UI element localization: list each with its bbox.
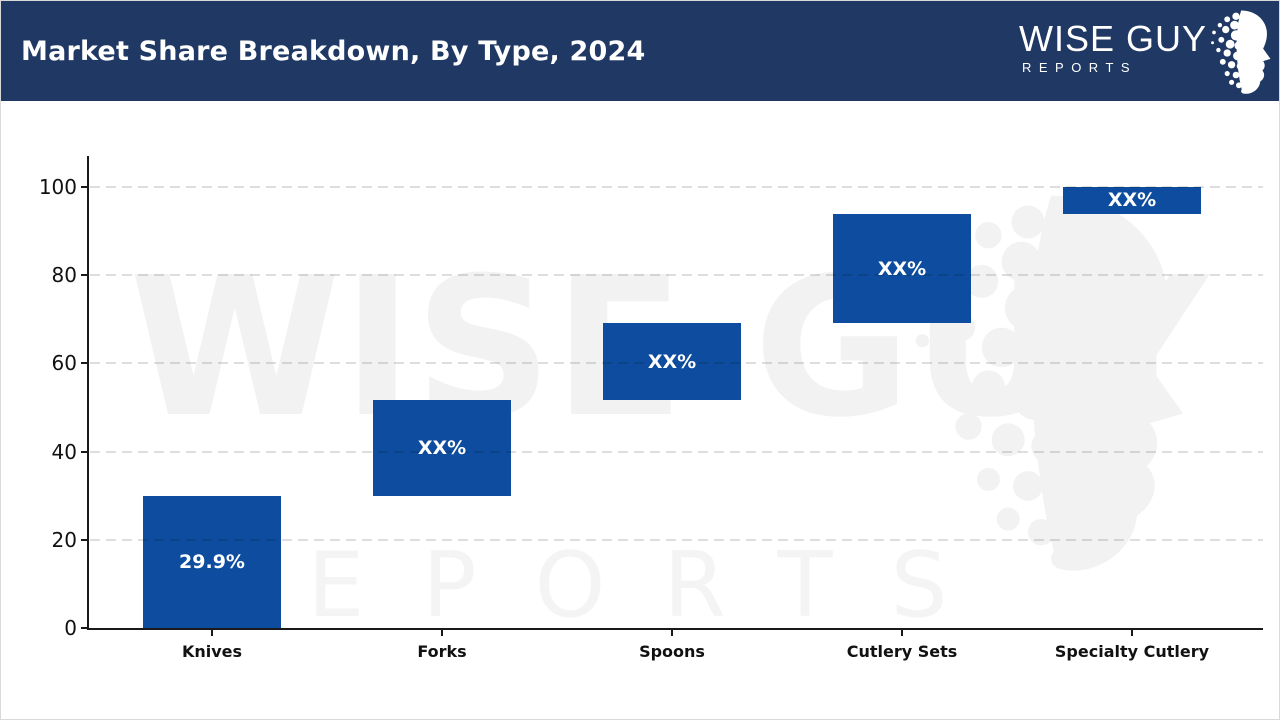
logo-subtitle: REPORTS	[1021, 60, 1138, 75]
watermark-subtext: REPORTS	[187, 533, 1006, 638]
y-axis-tick-label: 20	[51, 527, 77, 552]
y-gridline	[90, 538, 1263, 541]
x-axis-tick	[441, 630, 443, 636]
y-axis-tick	[81, 274, 89, 277]
y-axis-line	[87, 156, 89, 630]
bar-segment	[143, 496, 281, 628]
x-axis-category-label: Spoons	[639, 642, 705, 661]
bar-value-label: XX%	[1107, 189, 1157, 212]
bar-value-label: XX%	[877, 257, 927, 280]
bar-value-label: XX%	[647, 350, 697, 373]
x-axis-tick	[901, 630, 903, 636]
bar-segment	[603, 323, 741, 401]
y-axis-tick	[81, 538, 89, 541]
bar-value-label: 29.9%	[179, 551, 245, 574]
bar-segment	[373, 400, 511, 497]
x-axis-tick	[211, 630, 213, 636]
y-axis-tick-label: 0	[64, 616, 77, 640]
y-axis-tick-label: 100	[38, 175, 77, 199]
x-axis-category-label: Cutlery Sets	[846, 642, 958, 661]
y-axis-tick-label: 80	[51, 263, 77, 288]
y-axis-tick	[81, 450, 89, 453]
y-gridline	[90, 186, 1263, 188]
header-bar: Market Share Breakdown, By Type, 2024 WI…	[1, 1, 1279, 101]
x-axis-category-label: Specialty Cutlery	[1054, 642, 1210, 661]
bar-value-label: XX%	[417, 437, 467, 460]
y-axis-tick-label: 40	[51, 439, 77, 464]
y-axis-tick	[81, 362, 89, 365]
x-axis-tick	[1131, 630, 1133, 636]
x-axis-tick	[671, 630, 673, 636]
y-axis-tick	[81, 186, 89, 188]
page-title: Market Share Breakdown, By Type, 2024	[21, 35, 646, 67]
logo-head-icon	[1211, 10, 1271, 94]
wise-guy-logo: WISE GUY REPORTS	[1019, 7, 1273, 97]
bar-segment	[833, 213, 971, 324]
y-gridline	[90, 362, 1263, 365]
x-axis-category-label: Knives	[181, 642, 243, 661]
logo-name: WISE GUY	[1018, 18, 1207, 59]
bar-segment	[1063, 187, 1201, 214]
y-axis-tick-label: 60	[51, 351, 77, 376]
y-gridline	[90, 274, 1263, 277]
y-gridline	[90, 450, 1263, 453]
y-axis-tick	[81, 627, 89, 629]
x-axis-line	[87, 628, 1263, 630]
x-axis-category-label: Forks	[417, 642, 467, 661]
